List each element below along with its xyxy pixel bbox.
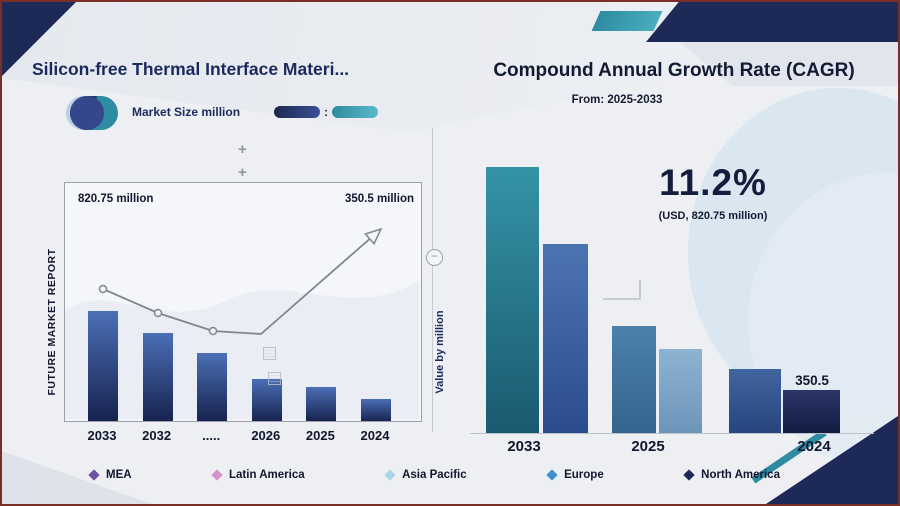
market-size-bar-2032 — [142, 333, 173, 421]
range-pills: : — [274, 105, 378, 118]
cagr-bar-2025-lower — [659, 349, 702, 433]
market-size-bar-2024 — [361, 399, 391, 421]
panel-divider — [432, 128, 433, 432]
legend-item-north-america: North America — [683, 469, 780, 481]
market-size-bar-2033 — [88, 311, 118, 421]
legend-item-label: MEA — [106, 469, 132, 481]
market-size-legend-label: Market Size million — [132, 105, 241, 119]
minus-circle-decoration: − — [426, 249, 443, 266]
legend-diamond-icon — [384, 469, 396, 481]
left-chart-title: Silicon-free Thermal Interface Materi... — [32, 59, 350, 79]
right-y-axis-label: Value by million — [434, 310, 446, 394]
x-label-.....: ..... — [202, 428, 221, 443]
legend-item-label: Europe — [564, 469, 604, 481]
legend-item-latin-america: Latin America — [211, 469, 305, 481]
right-chart-title: Compound Annual Growth Rate (CAGR) — [493, 60, 855, 81]
market-size-bar-..... — [197, 353, 228, 421]
x-label-2024: 2024 — [360, 428, 390, 443]
trend-arrow — [98, 227, 383, 336]
x-label-2024: 2024 — [797, 438, 831, 455]
x-label-2026: 2026 — [251, 428, 281, 443]
cagr-value: 11.2% — [659, 162, 767, 203]
market-size-bar-2026 — [251, 379, 282, 421]
x-label-2025: 2025 — [631, 438, 665, 455]
corner-accent-top-right — [646, 2, 898, 42]
chart-min-value: 350.5 million — [344, 193, 414, 205]
cagr-bar-2033-lower — [543, 244, 588, 433]
plus-decoration: + — [238, 164, 247, 181]
region-legend: MEA Latin America Asia Pacific Europe North … — [88, 467, 780, 483]
legend-item-label: North America — [701, 469, 780, 481]
cagr-note: (USD, 820.75 million) — [658, 210, 768, 222]
legend-item-label: Latin America — [229, 469, 305, 481]
cagr-bar-2024-upper — [729, 369, 781, 433]
pill-navy — [274, 105, 320, 118]
right-x-axis-line — [470, 433, 874, 434]
x-label-2032: 2032 — [142, 428, 172, 443]
legend-diamond-icon — [211, 469, 223, 481]
x-label-2033: 2033 — [507, 438, 541, 455]
grid-decoration — [268, 372, 281, 385]
market-size-chart: 820.75 million 350.5 million — [64, 182, 422, 422]
legend-item-europe: Europe — [546, 469, 604, 481]
cagr-bar-2025-upper — [612, 326, 656, 433]
icon-face — [70, 96, 104, 130]
bar-value-annotation: 350.5 — [795, 373, 829, 388]
legend-item-label: Asia Pacific — [402, 469, 467, 481]
grid-decoration — [263, 347, 276, 360]
left-x-axis: 2033 2032..... 2026 2025 2024 — [64, 428, 420, 444]
right-chart-subtitle: From: 2025-2033 — [571, 94, 663, 106]
pill-separator: : — [324, 104, 328, 119]
legend-diamond-icon — [546, 469, 558, 481]
x-label-2025: 2025 — [305, 428, 335, 443]
plus-decoration: + — [238, 141, 247, 158]
cagr-bar-2024-lower — [783, 390, 840, 433]
market-size-bar-2025 — [306, 387, 337, 421]
cagr-bar-2033-upper — [486, 167, 539, 433]
bracket-decoration — [603, 280, 641, 300]
pill-teal — [332, 105, 378, 118]
legend-item-mea: MEA — [88, 469, 132, 481]
chart-max-value: 820.75 million — [78, 193, 154, 205]
legend-diamond-icon — [683, 469, 695, 481]
market-size-bars — [65, 183, 421, 421]
market-size-icon — [66, 94, 124, 132]
legend-item-asia-pacific: Asia Pacific — [384, 469, 467, 481]
legend-diamond-icon — [88, 469, 100, 481]
x-label-2033: 2033 — [87, 428, 117, 443]
